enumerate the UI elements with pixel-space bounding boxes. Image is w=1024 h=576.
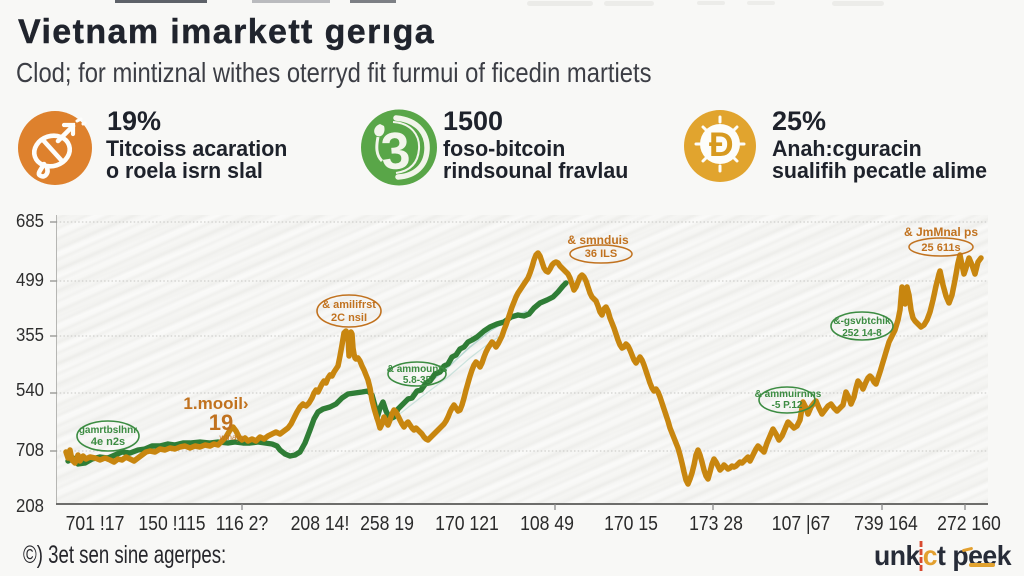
svg-text:& ammounts: & ammounts (387, 364, 448, 375)
svg-text:252 14-8: 252 14-8 (842, 328, 882, 339)
svg-text:19: 19 (209, 410, 233, 435)
svg-text:&-gsvbtchik: &-gsvbtchik (833, 316, 891, 327)
svg-text:36 ILS: 36 ILS (585, 248, 617, 260)
svg-text:-5 P.12: -5 P.12 (772, 400, 803, 411)
svg-text:4e n2s: 4e n2s (91, 436, 125, 448)
svg-text:5.8-35: 5.8-35 (403, 375, 432, 386)
svg-text:gamrtbslhnr: gamrtbslhnr (79, 425, 137, 436)
svg-text:& ammuirnms: & ammuirnms (755, 389, 822, 400)
svg-text:& amilifrst: & amilifrst (322, 299, 376, 311)
svg-text:3: 3 (379, 122, 412, 182)
svg-text:2C nsiI: 2C nsiI (331, 312, 367, 324)
svg-text:1.mooil›: 1.mooil› (183, 394, 248, 413)
svg-text:25 611s: 25 611s (921, 242, 960, 254)
svg-text:& smnduis: & smnduis (567, 233, 629, 247)
svg-text:Ð: Ð (709, 126, 734, 164)
svg-text:wtnay↓: wtnay↓ (219, 433, 245, 442)
svg-text:& JmMnal ps: & JmMnal ps (904, 225, 978, 239)
